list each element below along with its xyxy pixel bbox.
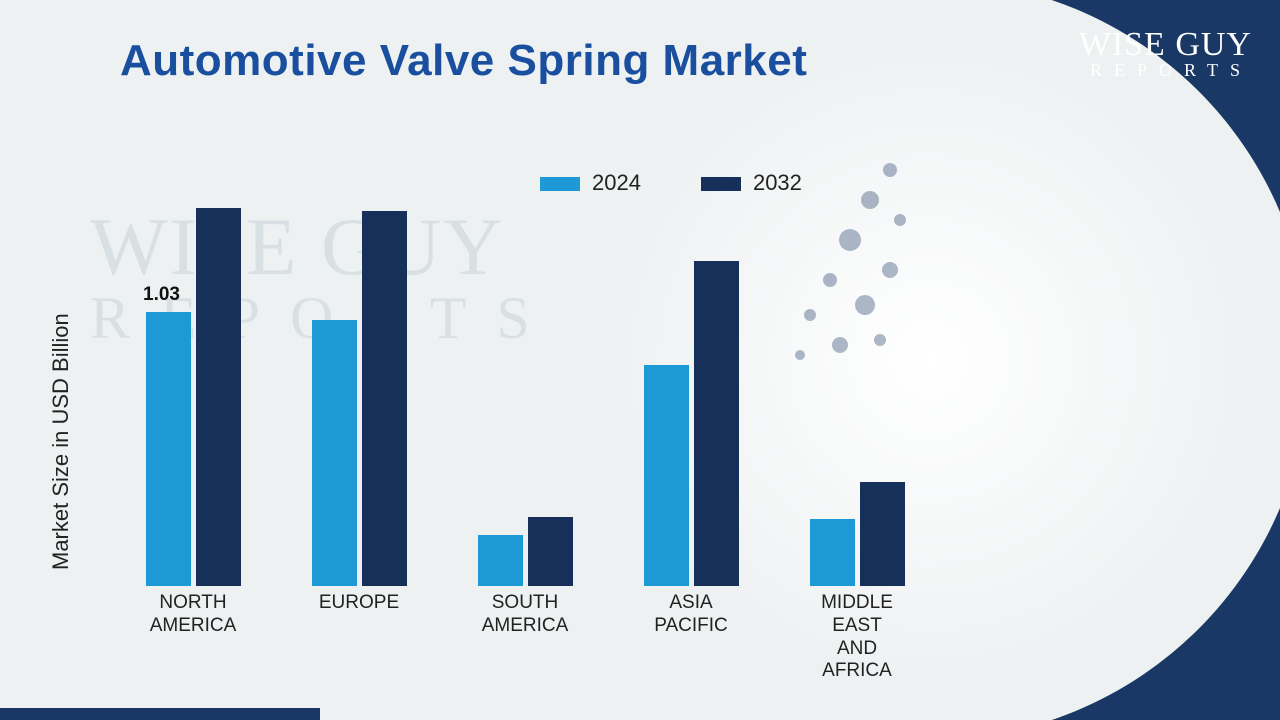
legend-label-2032: 2032 [753,170,802,195]
chart-canvas: WISE GUY REPORTS Automotive Valve Spring… [0,0,1280,720]
bar-2024 [644,365,689,586]
right-panel [950,0,1280,720]
legend-swatch-2032 [701,177,741,191]
bar-2024 [810,519,855,586]
bar-2024 [312,320,357,586]
brand-line2: REPORTS [1079,60,1252,81]
plot-area: 1.03 [110,200,940,586]
x-label: MIDDLEEASTANDAFRICA [774,592,940,683]
bar-2032 [694,261,739,586]
x-label: EUROPE [276,592,442,615]
data-label: 1.03 [143,284,180,306]
chart-title: Automotive Valve Spring Market [120,36,807,86]
bar-2024 [478,535,523,586]
y-axis-label: Market Size in USD Billion [48,313,74,570]
bar-2032 [528,517,573,586]
bar-2032 [860,482,905,586]
legend-item-2032: 2032 [701,170,802,196]
x-label: SOUTHAMERICA [442,592,608,638]
brand-line1: WISE GUY [1079,26,1252,64]
x-label: NORTHAMERICA [110,592,276,638]
legend: 2024 2032 [540,170,802,196]
legend-item-2024: 2024 [540,170,641,196]
bar-2032 [196,208,241,586]
bar-2032 [362,211,407,586]
legend-swatch-2024 [540,177,580,191]
x-axis-labels: NORTHAMERICAEUROPESOUTHAMERICAASIAPACIFI… [110,592,940,712]
legend-label-2024: 2024 [592,170,641,195]
footer-accent-bar [0,708,320,720]
bar-2024 [146,312,191,586]
x-label: ASIAPACIFIC [608,592,774,638]
brand-logo: WISE GUY REPORTS [1079,26,1252,81]
